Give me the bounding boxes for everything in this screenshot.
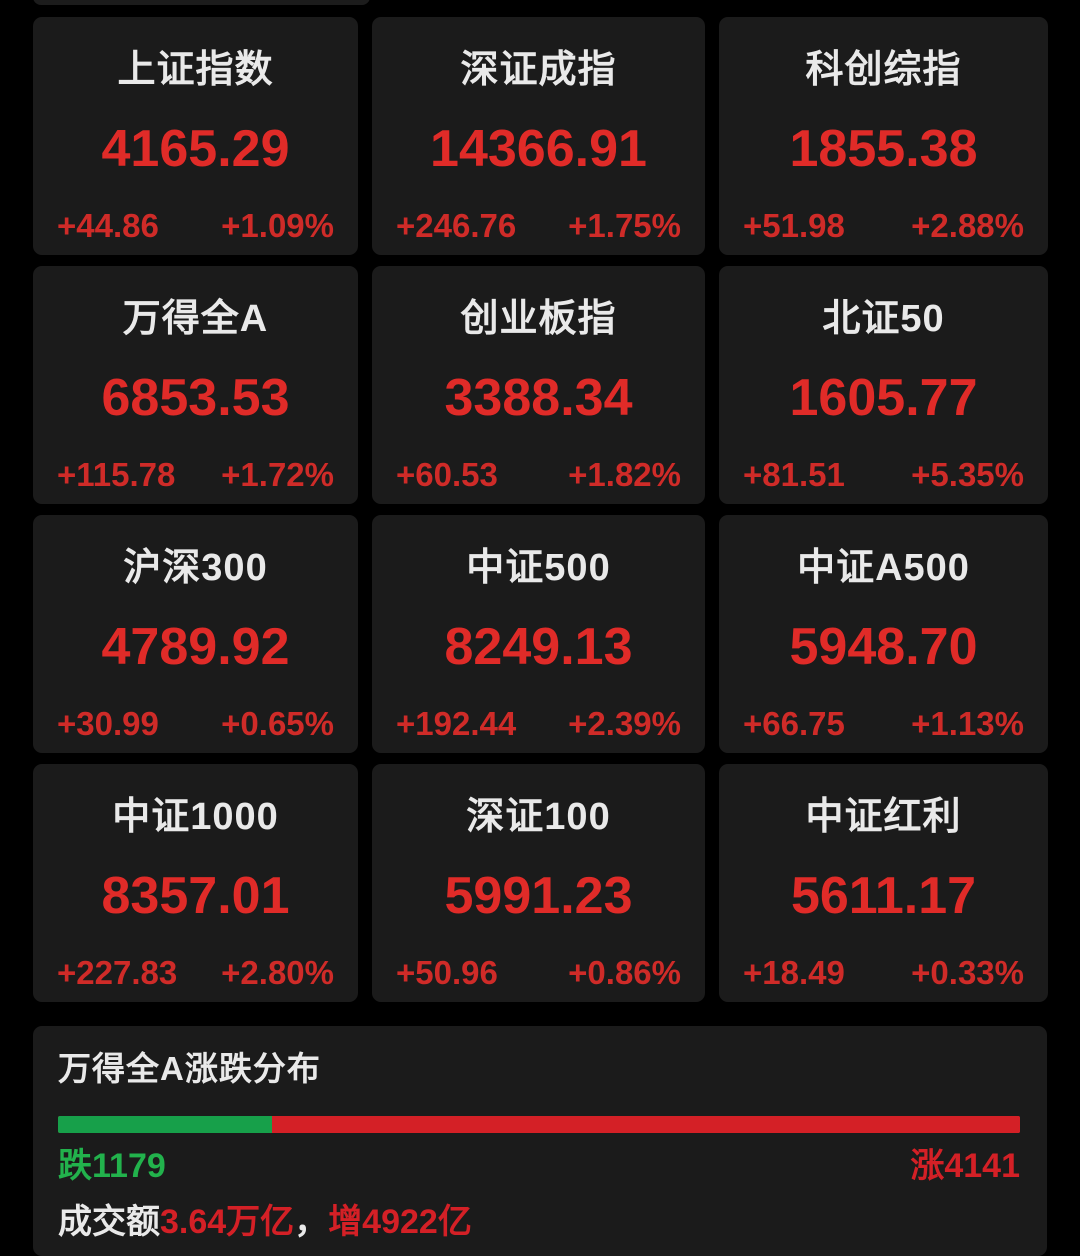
index-deltas: +227.83 +2.80% bbox=[53, 956, 338, 989]
index-change-pct: +1.72% bbox=[221, 456, 334, 493]
index-change-pct: +0.65% bbox=[221, 705, 334, 742]
index-change: +81.51 bbox=[743, 456, 845, 493]
index-change-pct: +1.09% bbox=[221, 207, 334, 244]
index-change: +192.44 bbox=[396, 705, 517, 742]
index-change-pct: +1.82% bbox=[568, 456, 681, 493]
index-card[interactable]: 深证成指 14366.91 +246.76 +1.75% bbox=[372, 17, 705, 255]
index-value: 5611.17 bbox=[790, 867, 977, 925]
partial-card-above bbox=[33, 0, 370, 5]
index-change-pct: +2.88% bbox=[911, 207, 1024, 244]
turnover-line: 成交额3.64万亿，增4922亿 bbox=[58, 1205, 1022, 1239]
index-value: 8249.13 bbox=[444, 618, 633, 676]
index-value: 6853.53 bbox=[101, 369, 290, 427]
index-name: 中证红利 bbox=[805, 796, 962, 838]
index-change-pct: +0.33% bbox=[911, 954, 1024, 991]
index-change: +51.98 bbox=[743, 207, 845, 244]
index-change-pct: +0.86% bbox=[568, 954, 681, 991]
index-deltas: +30.99 +0.65% bbox=[53, 707, 338, 740]
advance-decline-panel: 万得全A涨跌分布 跌1179 涨4141 成交额3.64万亿，增4922亿 bbox=[33, 1026, 1047, 1256]
index-deltas: +50.96 +0.86% bbox=[392, 956, 685, 989]
advance-segment bbox=[271, 1116, 1020, 1133]
index-change: +66.75 bbox=[743, 705, 845, 742]
index-value: 4789.92 bbox=[101, 618, 290, 676]
index-change: +18.49 bbox=[743, 954, 845, 991]
index-deltas: +246.76 +1.75% bbox=[392, 209, 685, 242]
index-card[interactable]: 科创综指 1855.38 +51.98 +2.88% bbox=[719, 17, 1048, 255]
index-change-pct: +2.80% bbox=[221, 954, 334, 991]
turnover-label: 成交额 bbox=[58, 1203, 160, 1241]
index-value: 5948.70 bbox=[789, 618, 978, 676]
index-name: 科创综指 bbox=[805, 49, 962, 91]
index-name: 中证500 bbox=[466, 547, 611, 589]
index-deltas: +66.75 +1.13% bbox=[739, 707, 1028, 740]
turnover-separator: ， bbox=[294, 1203, 329, 1241]
index-card[interactable]: 万得全A 6853.53 +115.78 +1.72% bbox=[33, 266, 358, 504]
index-card-grid: 上证指数 4165.29 +44.86 +1.09% 深证成指 14366.91… bbox=[33, 17, 1048, 1002]
index-deltas: +60.53 +1.82% bbox=[392, 458, 685, 491]
index-card[interactable]: 中证A500 5948.70 +66.75 +1.13% bbox=[719, 515, 1048, 753]
index-card[interactable]: 中证1000 8357.01 +227.83 +2.80% bbox=[33, 764, 358, 1002]
decline-segment bbox=[58, 1116, 272, 1133]
index-change: +50.96 bbox=[396, 954, 498, 991]
index-name: 深证100 bbox=[466, 796, 611, 838]
index-change-pct: +1.13% bbox=[911, 705, 1024, 742]
index-deltas: +18.49 +0.33% bbox=[739, 956, 1028, 989]
index-value: 3388.34 bbox=[444, 369, 633, 427]
index-change: +115.78 bbox=[57, 456, 176, 493]
index-value: 5991.23 bbox=[444, 867, 633, 925]
distribution-title: 万得全A涨跌分布 bbox=[58, 1050, 321, 1087]
index-change: +60.53 bbox=[396, 456, 498, 493]
index-card[interactable]: 深证100 5991.23 +50.96 +0.86% bbox=[372, 764, 705, 1002]
index-change-pct: +1.75% bbox=[568, 207, 681, 244]
index-name: 上证指数 bbox=[117, 49, 274, 91]
index-value: 4165.29 bbox=[101, 120, 290, 178]
index-name: 中证1000 bbox=[112, 796, 279, 838]
index-card[interactable]: 沪深300 4789.92 +30.99 +0.65% bbox=[33, 515, 358, 753]
index-name: 创业板指 bbox=[460, 298, 617, 340]
index-card[interactable]: 上证指数 4165.29 +44.86 +1.09% bbox=[33, 17, 358, 255]
turnover-delta: 增4922亿 bbox=[328, 1203, 472, 1241]
index-deltas: +192.44 +2.39% bbox=[392, 707, 685, 740]
index-name: 沪深300 bbox=[123, 547, 268, 589]
index-change-pct: +2.39% bbox=[568, 705, 681, 742]
index-deltas: +115.78 +1.72% bbox=[53, 458, 338, 491]
index-name: 深证成指 bbox=[460, 49, 617, 91]
index-value: 1855.38 bbox=[789, 120, 978, 178]
index-change: +227.83 bbox=[57, 954, 178, 991]
advance-decline-legend: 跌1179 涨4141 bbox=[58, 1149, 1020, 1183]
index-change: +30.99 bbox=[57, 705, 159, 742]
index-change: +44.86 bbox=[57, 207, 159, 244]
index-name: 北证50 bbox=[822, 298, 945, 340]
index-value: 14366.91 bbox=[430, 120, 647, 178]
index-deltas: +44.86 +1.09% bbox=[53, 209, 338, 242]
advance-count-label: 涨4141 bbox=[910, 1147, 1020, 1185]
index-deltas: +51.98 +2.88% bbox=[739, 209, 1028, 242]
index-card[interactable]: 中证红利 5611.17 +18.49 +0.33% bbox=[719, 764, 1048, 1002]
index-change-pct: +5.35% bbox=[911, 456, 1024, 493]
index-card[interactable]: 北证50 1605.77 +81.51 +5.35% bbox=[719, 266, 1048, 504]
index-change: +246.76 bbox=[396, 207, 517, 244]
index-name: 万得全A bbox=[122, 298, 269, 340]
index-card[interactable]: 中证500 8249.13 +192.44 +2.39% bbox=[372, 515, 705, 753]
index-card[interactable]: 创业板指 3388.34 +60.53 +1.82% bbox=[372, 266, 705, 504]
index-value: 8357.01 bbox=[101, 867, 290, 925]
decline-count-label: 跌1179 bbox=[58, 1147, 166, 1185]
index-deltas: +81.51 +5.35% bbox=[739, 458, 1028, 491]
advance-decline-bar bbox=[58, 1116, 1020, 1133]
turnover-amount: 3.64万亿 bbox=[160, 1203, 295, 1241]
index-value: 1605.77 bbox=[789, 369, 978, 427]
index-name: 中证A500 bbox=[797, 547, 970, 589]
